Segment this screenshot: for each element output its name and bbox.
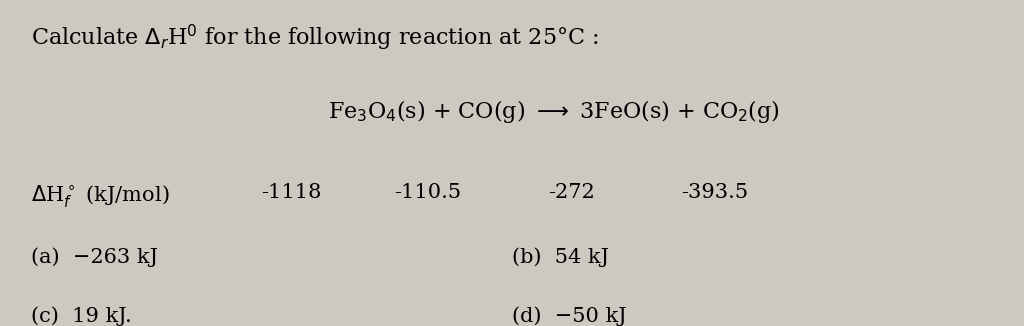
Text: Fe$_3$O$_4$(s) + CO(g) $\longrightarrow$ 3FeO(s) + CO$_2$(g): Fe$_3$O$_4$(s) + CO(g) $\longrightarrow$…	[328, 98, 779, 125]
Text: (a)  −263 kJ: (a) −263 kJ	[31, 248, 158, 267]
Text: (b)  54 kJ: (b) 54 kJ	[512, 248, 609, 267]
Text: -110.5: -110.5	[394, 183, 462, 201]
Text: $\Delta$H$_f^\circ$ (kJ/mol): $\Delta$H$_f^\circ$ (kJ/mol)	[31, 183, 169, 209]
Text: (d)  −50 kJ: (d) −50 kJ	[512, 306, 627, 326]
Text: Calculate $\Delta_r$H$^0$ for the following reaction at 25°C :: Calculate $\Delta_r$H$^0$ for the follow…	[31, 23, 598, 53]
Text: -272: -272	[548, 183, 595, 201]
Text: -393.5: -393.5	[681, 183, 749, 201]
Text: -1118: -1118	[261, 183, 322, 201]
Text: (c)  19 kJ.: (c) 19 kJ.	[31, 306, 131, 326]
